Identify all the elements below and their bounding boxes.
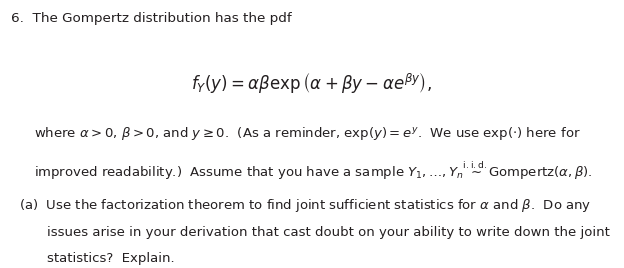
Text: improved readability.)  Assume that you have a sample $Y_1, \ldots, Y_n \overset: improved readability.) Assume that you h…: [34, 159, 593, 182]
Text: issues arise in your derivation that cast doubt on your ability to write down th: issues arise in your derivation that cas…: [47, 226, 610, 240]
Text: statistics?  Explain.: statistics? Explain.: [47, 252, 175, 266]
Text: $f_Y(y) = \alpha\beta \exp\left(\alpha + \beta y - \alpha e^{\beta y}\right),$: $f_Y(y) = \alpha\beta \exp\left(\alpha +…: [192, 70, 432, 95]
Text: where $\alpha > 0$, $\beta > 0$, and $y \geq 0$.  (As a reminder, $\mathrm{exp}(: where $\alpha > 0$, $\beta > 0$, and $y …: [34, 125, 581, 142]
Text: (a)  Use the factorization theorem to find joint sufficient statistics for $\alp: (a) Use the factorization theorem to fin…: [19, 197, 591, 214]
Text: 6.  The Gompertz distribution has the pdf: 6. The Gompertz distribution has the pdf: [11, 12, 292, 25]
